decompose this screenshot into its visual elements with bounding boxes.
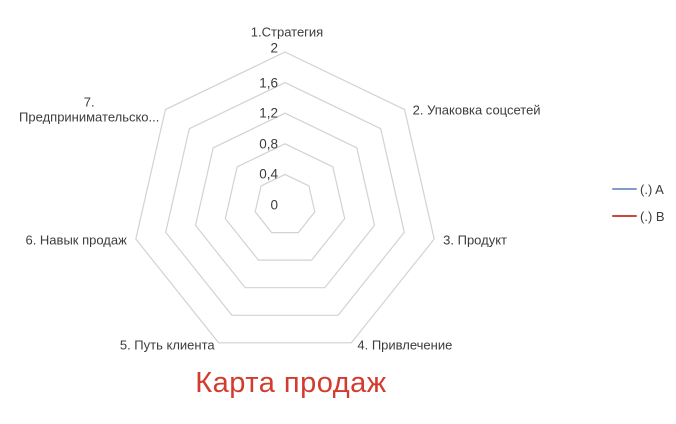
axis-label-2: 2. Упаковка соцсетей <box>412 101 541 117</box>
legend-label: (.) B <box>640 208 665 224</box>
radial-tick-label: 1,2 <box>259 105 278 121</box>
radar-grid-ring <box>254 173 316 234</box>
chart-title: Карта продаж <box>195 367 387 399</box>
axis-label-1: 1.Стратегия <box>250 24 324 40</box>
radial-tick-label: 1,6 <box>259 75 278 91</box>
radial-tick-label: 2 <box>270 40 278 56</box>
radar-grid-ring <box>165 81 405 316</box>
axis-label-5: 5. Путь клиента <box>119 337 215 353</box>
legend-line-swatch <box>612 187 637 191</box>
radar-grid-ring <box>135 51 435 344</box>
axis-label-6: 6. Навык продаж <box>25 232 127 248</box>
legend-item[interactable]: (.) A <box>612 181 665 197</box>
radial-tick-label: 0,4 <box>259 166 278 182</box>
radar-grid-ring <box>194 112 376 289</box>
radar-grid-ring <box>224 143 346 261</box>
axis-label-4: 4. Привлечение <box>357 337 453 353</box>
axis-label-3: 3. Продукт <box>443 232 508 248</box>
axis-label-7: 7. Предпринимательско... <box>19 94 160 125</box>
legend-item[interactable]: (.) B <box>612 208 665 224</box>
radial-tick-label: 0,8 <box>259 136 278 152</box>
legend-label: (.) A <box>640 181 664 197</box>
legend-line-swatch <box>612 214 637 218</box>
radial-tick-label: 0 <box>270 197 278 213</box>
chart-legend: (.) A (.) B <box>612 181 665 224</box>
